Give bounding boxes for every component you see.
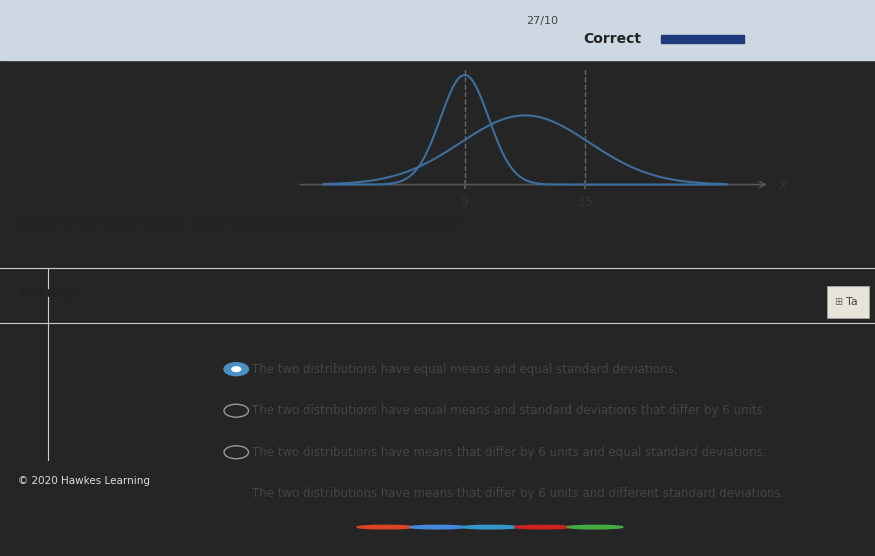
Text: The two distributions have equal means and standard deviations that differ by 6 : The two distributions have equal means a… [252,404,767,417]
Circle shape [462,525,518,529]
Text: 9: 9 [460,196,469,209]
Circle shape [514,525,570,529]
Bar [0,0,875,60]
Text: Based on the graph above, which statement best describes the graph?: Based on the graph above, which statemen… [18,217,463,230]
Circle shape [232,367,241,371]
Text: Answer: Answer [18,286,75,300]
Text: 15: 15 [578,196,593,209]
Circle shape [224,363,248,376]
Bar [661,35,744,43]
Circle shape [357,525,413,529]
Text: 27/10: 27/10 [527,16,558,26]
Bar [827,286,869,319]
Text: Correct: Correct [584,32,641,46]
Text: The two distributions have means that differ by 6 units and different standard d: The two distributions have means that di… [252,487,784,500]
Text: Ta: Ta [846,297,858,307]
Text: x: x [779,177,787,192]
Circle shape [567,525,623,529]
Text: The two distributions have equal means and equal standard deviations.: The two distributions have equal means a… [252,363,677,376]
Text: ⊞: ⊞ [834,297,842,307]
Text: © 2020 Hawkes Learning: © 2020 Hawkes Learning [18,476,150,486]
Text: The two distributions have means that differ by 6 units and equal standard devia: The two distributions have means that di… [252,446,767,459]
Circle shape [410,525,466,529]
